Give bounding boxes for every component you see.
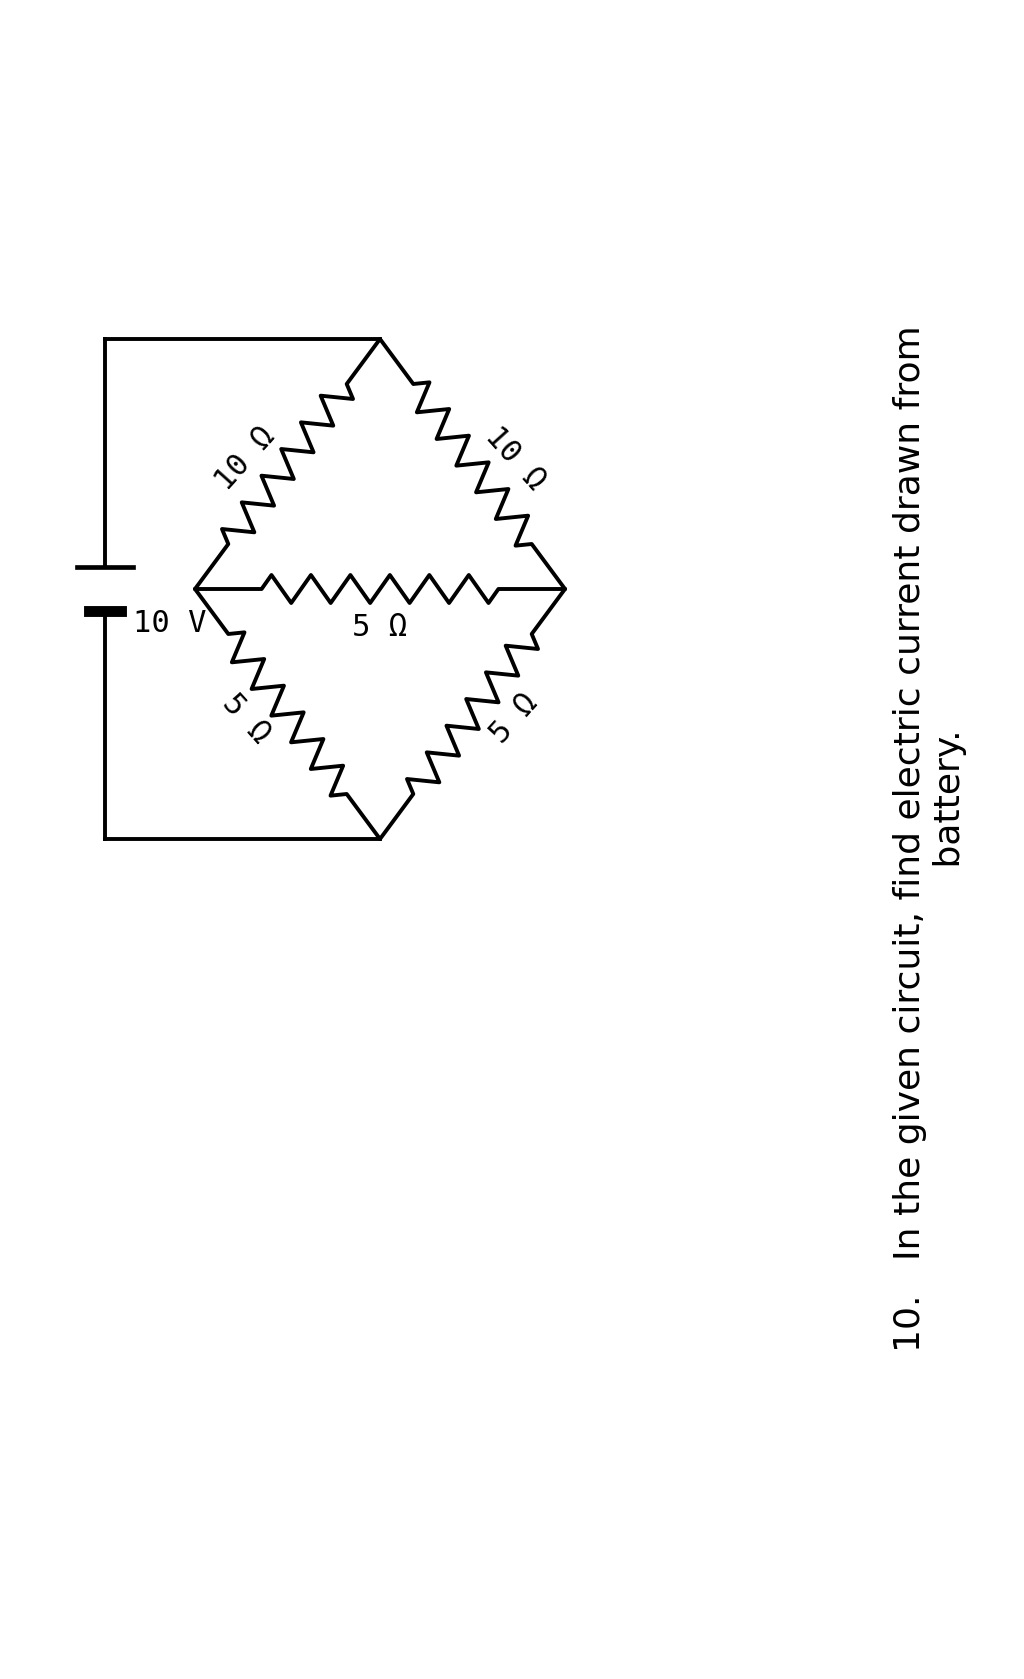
Text: 5 Ω: 5 Ω bbox=[216, 688, 274, 749]
Text: 10 V: 10 V bbox=[133, 609, 207, 638]
Text: 5 Ω: 5 Ω bbox=[485, 688, 544, 749]
Text: 10 Ω: 10 Ω bbox=[210, 421, 281, 495]
Text: 5 Ω: 5 Ω bbox=[352, 613, 408, 641]
Text: 10.   In the given circuit, find electric current drawn from
       battery.: 10. In the given circuit, find electric … bbox=[893, 326, 967, 1352]
Text: 10 Ω: 10 Ω bbox=[479, 421, 550, 495]
